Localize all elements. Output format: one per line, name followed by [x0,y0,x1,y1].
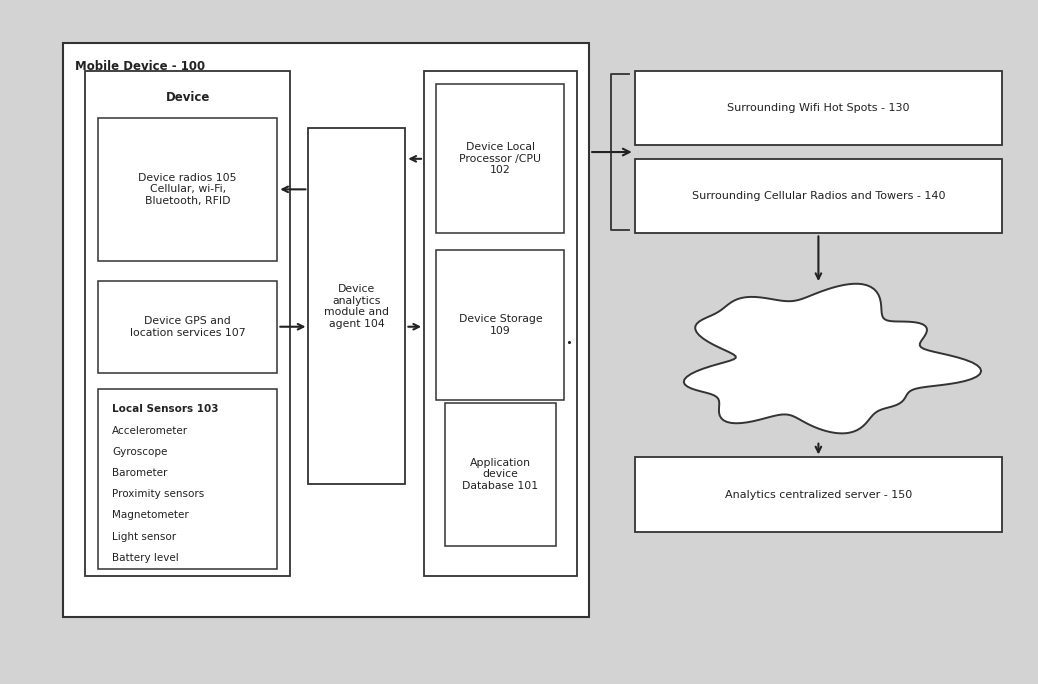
Text: Battery level: Battery level [112,553,179,563]
Bar [436,250,565,399]
Bar [62,44,590,617]
Text: Local Sensors 103: Local Sensors 103 [112,404,219,415]
Text: Surrounding Wifi Hot Spots - 130: Surrounding Wifi Hot Spots - 130 [728,103,909,113]
Text: Magnetometer: Magnetometer [112,510,189,521]
Text: Proximity sensors: Proximity sensors [112,489,204,499]
Bar [98,118,277,261]
Text: Device radios 105
Cellular, wi-Fi,
Bluetooth, RFID: Device radios 105 Cellular, wi-Fi, Bluet… [138,173,237,206]
Bar [436,84,565,233]
Text: Light sensor: Light sensor [112,531,176,542]
Bar [444,403,556,546]
Text: Accelerometer: Accelerometer [112,425,188,436]
Text: Device GPS and
location services 107: Device GPS and location services 107 [130,316,245,337]
Text: Device Local
Processor /CPU
102: Device Local Processor /CPU 102 [460,142,542,175]
Text: Surrounding Cellular Radios and Towers - 140: Surrounding Cellular Radios and Towers -… [691,191,946,201]
Text: Device: Device [165,91,210,104]
Bar [634,458,1002,532]
Bar [634,70,1002,145]
Bar [98,389,277,569]
Bar [98,281,277,373]
Text: Analytics centralized server - 150: Analytics centralized server - 150 [725,490,912,499]
Bar [308,129,406,484]
Bar [634,159,1002,233]
Text: Mobile Device - 100: Mobile Device - 100 [75,60,206,73]
Bar [85,70,290,576]
Text: Application
device
Database 101: Application device Database 101 [462,458,539,491]
Text: Device Storage
109: Device Storage 109 [459,314,542,336]
Bar [424,70,577,576]
Polygon shape [684,284,981,434]
Text: Gyroscope: Gyroscope [112,447,167,457]
Text: Device
analytics
module and
agent 104: Device analytics module and agent 104 [325,284,389,329]
Text: Barometer: Barometer [112,468,167,478]
